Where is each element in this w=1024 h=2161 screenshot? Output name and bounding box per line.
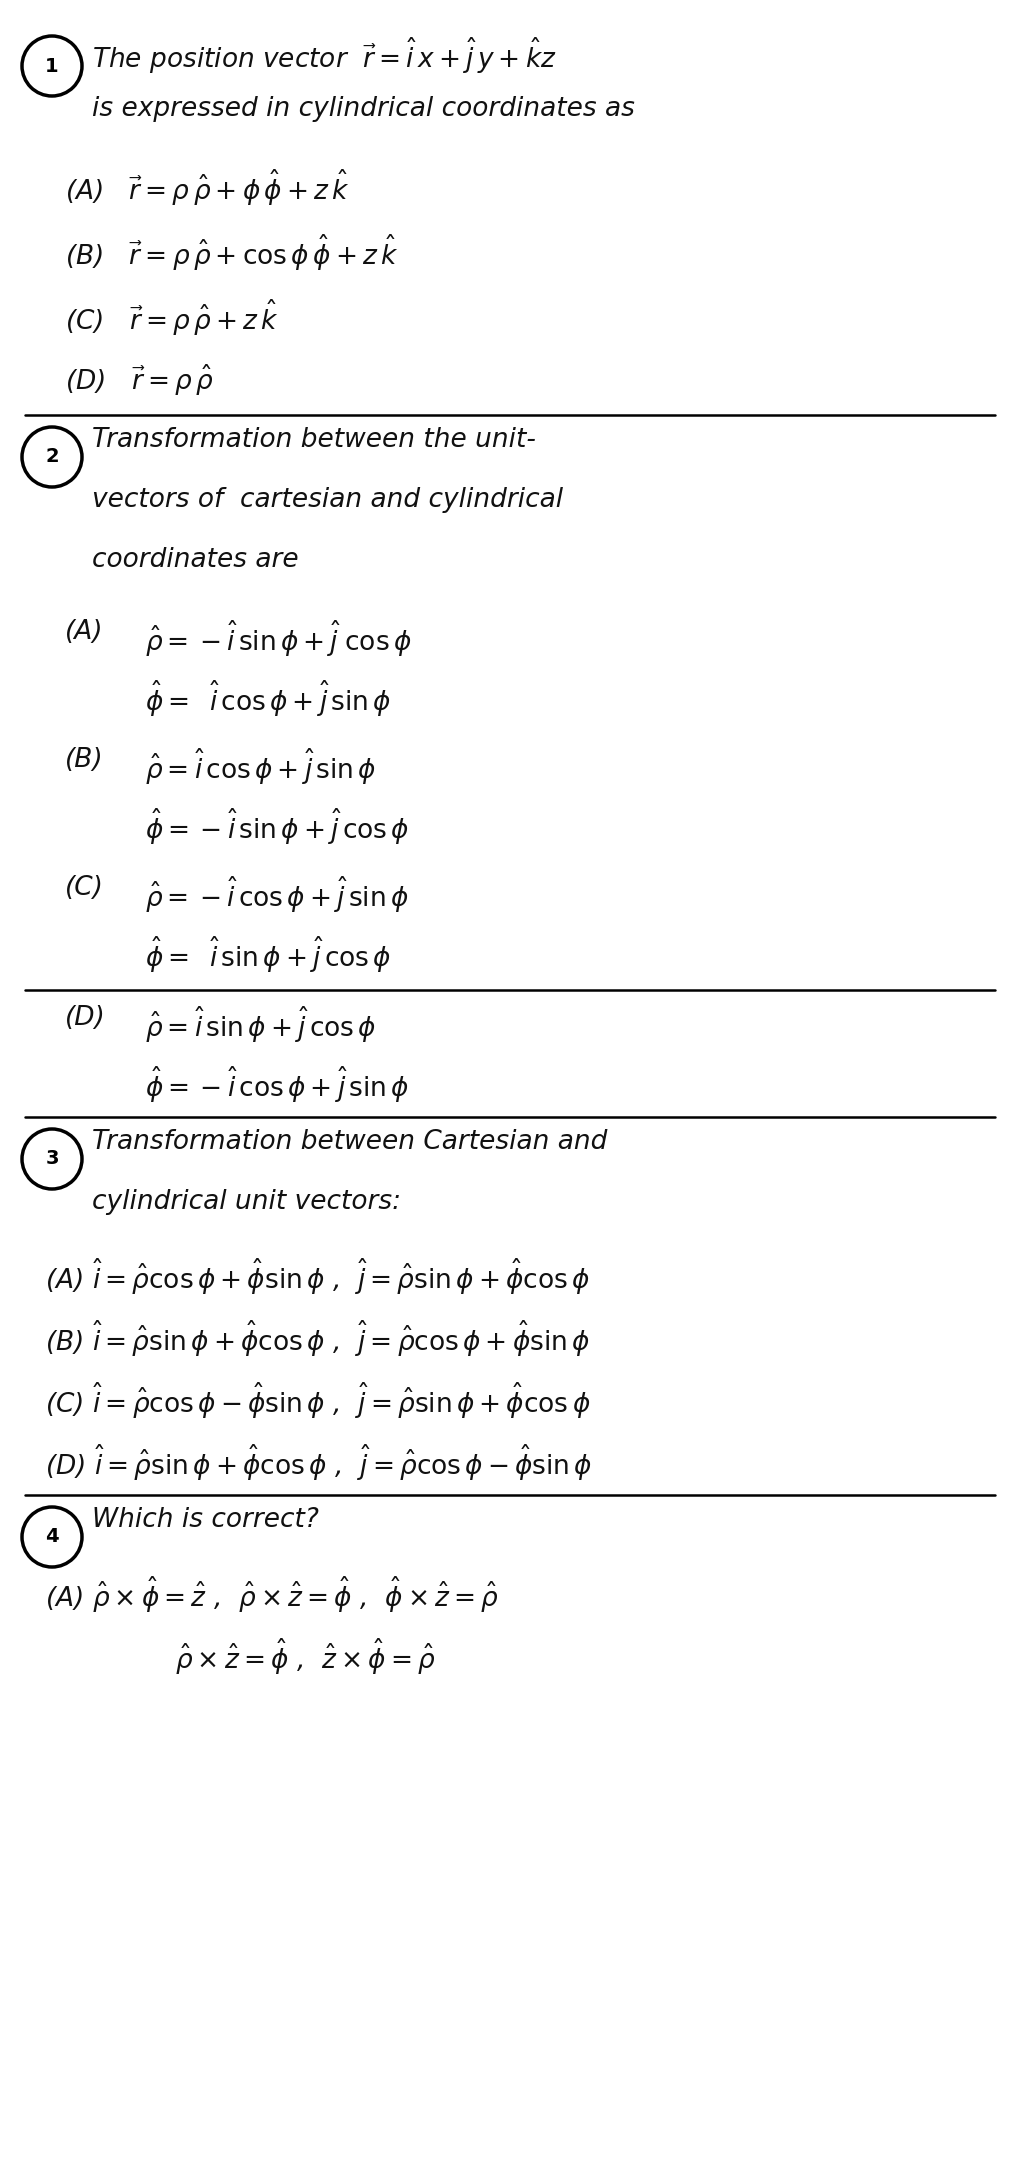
Text: $\hat{\rho} = -\hat{i}\,\cos\phi + \hat{j}\,\sin\phi$: $\hat{\rho} = -\hat{i}\,\cos\phi + \hat{… <box>145 875 409 916</box>
Text: (A) $\hat{i} = \hat{\rho}\cos\phi + \hat{\phi}\sin\phi$ ,  $\hat{j} = \hat{\rho}: (A) $\hat{i} = \hat{\rho}\cos\phi + \hat… <box>45 1258 590 1297</box>
Text: (B) $\hat{i} = \hat{\rho}\sin\phi + \hat{\phi}\cos\phi$ ,  $\hat{j} = \hat{\rho}: (B) $\hat{i} = \hat{\rho}\sin\phi + \hat… <box>45 1318 590 1359</box>
Text: cylindrical unit vectors:: cylindrical unit vectors: <box>92 1189 401 1214</box>
Text: (A) $\hat{\rho}\times\hat{\phi} = \hat{z}$ ,  $\hat{\rho}\times\hat{z} = \hat{\p: (A) $\hat{\rho}\times\hat{\phi} = \hat{z… <box>45 1575 499 1614</box>
Text: $\hat{\rho} = -\hat{i}\,\sin\phi + \hat{j}\;\cos\phi$: $\hat{\rho} = -\hat{i}\,\sin\phi + \hat{… <box>145 618 412 659</box>
Text: (C) $\hat{i} = \hat{\rho}\cos\phi - \hat{\phi}\sin\phi$ ,  $\hat{j} = \hat{\rho}: (C) $\hat{i} = \hat{\rho}\cos\phi - \hat… <box>45 1381 591 1422</box>
Text: 1: 1 <box>45 56 58 76</box>
Text: vectors of  cartesian and cylindrical: vectors of cartesian and cylindrical <box>92 486 563 512</box>
Text: coordinates are: coordinates are <box>92 547 299 573</box>
Text: (B): (B) <box>65 748 103 774</box>
Text: $\hat{\phi} = -\hat{i}\,\cos\phi + \hat{j}\,\sin\phi$: $\hat{\phi} = -\hat{i}\,\cos\phi + \hat{… <box>145 1065 410 1104</box>
Text: 2: 2 <box>45 447 58 467</box>
Text: Transformation between the unit-: Transformation between the unit- <box>92 428 536 454</box>
Text: $\hat{\rho}\times\hat{z} = \hat{\phi}$ ,  $\hat{z}\times\hat{\phi} = \hat{\rho}$: $\hat{\rho}\times\hat{z} = \hat{\phi}$ ,… <box>175 1638 436 1677</box>
Text: (A): (A) <box>65 618 103 644</box>
Text: (D) $\hat{i} = \hat{\rho}\sin\phi + \hat{\phi}\cos\phi$ ,  $\hat{j} = \hat{\rho}: (D) $\hat{i} = \hat{\rho}\sin\phi + \hat… <box>45 1444 593 1482</box>
Text: $\hat{\phi} = \;\;\hat{i}\,\sin\phi + \hat{j}\,\cos\phi$: $\hat{\phi} = \;\;\hat{i}\,\sin\phi + \h… <box>145 936 391 975</box>
Text: Transformation between Cartesian and: Transformation between Cartesian and <box>92 1128 607 1154</box>
Text: (D): (D) <box>65 1005 105 1031</box>
Text: $\hat{\phi} = -\hat{i}\,\sin\phi + \hat{j}\,\cos\phi$: $\hat{\phi} = -\hat{i}\,\sin\phi + \hat{… <box>145 806 410 847</box>
Text: $\hat{\rho} = \hat{i}\,\sin\phi + \hat{j}\,\cos\phi$: $\hat{\rho} = \hat{i}\,\sin\phi + \hat{j… <box>145 1005 377 1046</box>
Text: (C)   $\vec{r} = \rho\,\hat{\rho} + z\,\hat{k}$: (C) $\vec{r} = \rho\,\hat{\rho} + z\,\ha… <box>65 298 279 339</box>
Text: Which is correct?: Which is correct? <box>92 1506 318 1532</box>
Text: 4: 4 <box>45 1528 58 1547</box>
Text: $\hat{\phi} = \;\;\hat{i}\,\cos\phi + \hat{j}\,\sin\phi$: $\hat{\phi} = \;\;\hat{i}\,\cos\phi + \h… <box>145 679 391 720</box>
Text: The position vector  $\vec{r} = \hat{i}\,x + \hat{j}\,y + \hat{k}z$: The position vector $\vec{r} = \hat{i}\,… <box>92 37 557 76</box>
Text: (B)   $\vec{r} = \rho\,\hat{\rho} + \cos\phi\,\hat{\phi} + z\,\hat{k}$: (B) $\vec{r} = \rho\,\hat{\rho} + \cos\p… <box>65 233 398 272</box>
Text: $\hat{\rho} = \hat{i}\,\cos\phi + \hat{j}\,\sin\phi$: $\hat{\rho} = \hat{i}\,\cos\phi + \hat{j… <box>145 748 377 787</box>
Text: (A)   $\vec{r} = \rho\,\hat{\rho} + \phi\,\hat{\phi} + z\,\hat{k}$: (A) $\vec{r} = \rho\,\hat{\rho} + \phi\,… <box>65 169 350 207</box>
Text: 3: 3 <box>45 1150 58 1169</box>
Text: (D)   $\vec{r} = \rho\,\hat{\rho}$: (D) $\vec{r} = \rho\,\hat{\rho}$ <box>65 363 214 398</box>
Text: is expressed in cylindrical coordinates as: is expressed in cylindrical coordinates … <box>92 95 635 121</box>
Text: (C): (C) <box>65 875 103 901</box>
